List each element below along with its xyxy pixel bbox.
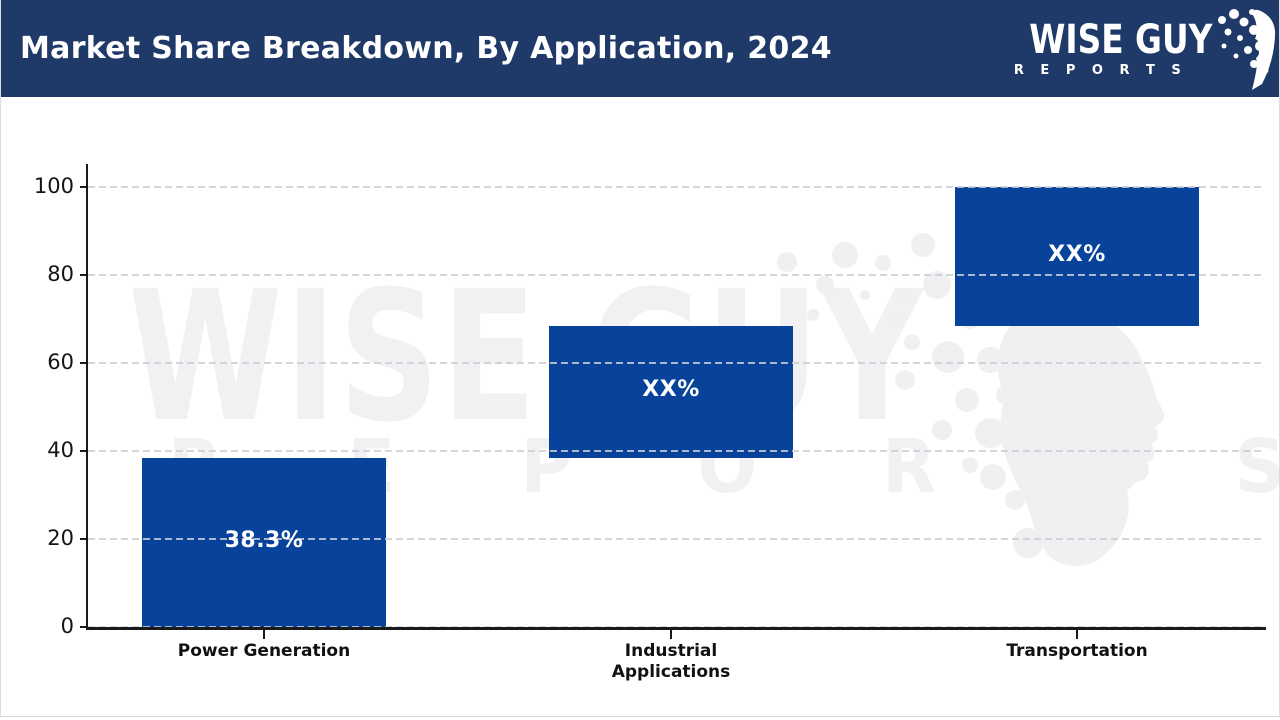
bar-value-label: 38.3%: [224, 527, 304, 553]
header-bar: Market Share Breakdown, By Application, …: [0, 0, 1280, 97]
gridline-20: [88, 538, 1262, 540]
brand-logo-words: WISE GUY R E P O R T S: [989, 20, 1212, 78]
gridline-60: [88, 362, 1262, 364]
gridline-80: [88, 274, 1262, 276]
y-tick-label: 20: [47, 526, 74, 550]
y-tick-mark: [80, 274, 88, 276]
y-tick-mark: [80, 186, 88, 188]
bar-value-label: XX%: [642, 377, 700, 403]
bar-transportation: [955, 187, 1199, 327]
y-tick-mark: [80, 362, 88, 364]
brand-head-dots-icon: [1218, 9, 1276, 91]
x-category-label: Power Generation: [177, 641, 351, 661]
brand-logo: WISE GUY R E P O R T S: [1014, 6, 1278, 92]
y-tick-mark: [80, 626, 88, 628]
y-tick-label: 0: [60, 614, 74, 638]
y-tick-label: 40: [47, 438, 74, 462]
page-title: Market Share Breakdown, By Application, …: [20, 31, 832, 66]
gridline-40: [88, 450, 1262, 452]
gridline-100: [88, 186, 1262, 188]
bar-industrial-applications: [549, 326, 793, 459]
bar-value-label: XX%: [1048, 241, 1106, 267]
bar-power-generation: [142, 458, 386, 627]
y-tick-mark: [80, 450, 88, 452]
x-axis-spine: [86, 627, 1266, 630]
x-tick-mark: [670, 629, 672, 639]
y-tick-label: 60: [47, 350, 74, 374]
x-tick-mark: [263, 629, 265, 639]
y-tick-label: 80: [47, 262, 74, 286]
x-category-label: Industrial Applications: [611, 641, 731, 682]
x-category-label: Transportation: [1006, 641, 1148, 661]
x-tick-mark: [1076, 629, 1078, 639]
brand-subtext: R E P O R T S: [1013, 63, 1187, 78]
y-tick-label: 100: [33, 174, 74, 198]
y-axis-spine: [86, 164, 88, 630]
y-tick-mark: [80, 538, 88, 540]
brand-wordmark: WISE GUY: [1028, 17, 1212, 63]
